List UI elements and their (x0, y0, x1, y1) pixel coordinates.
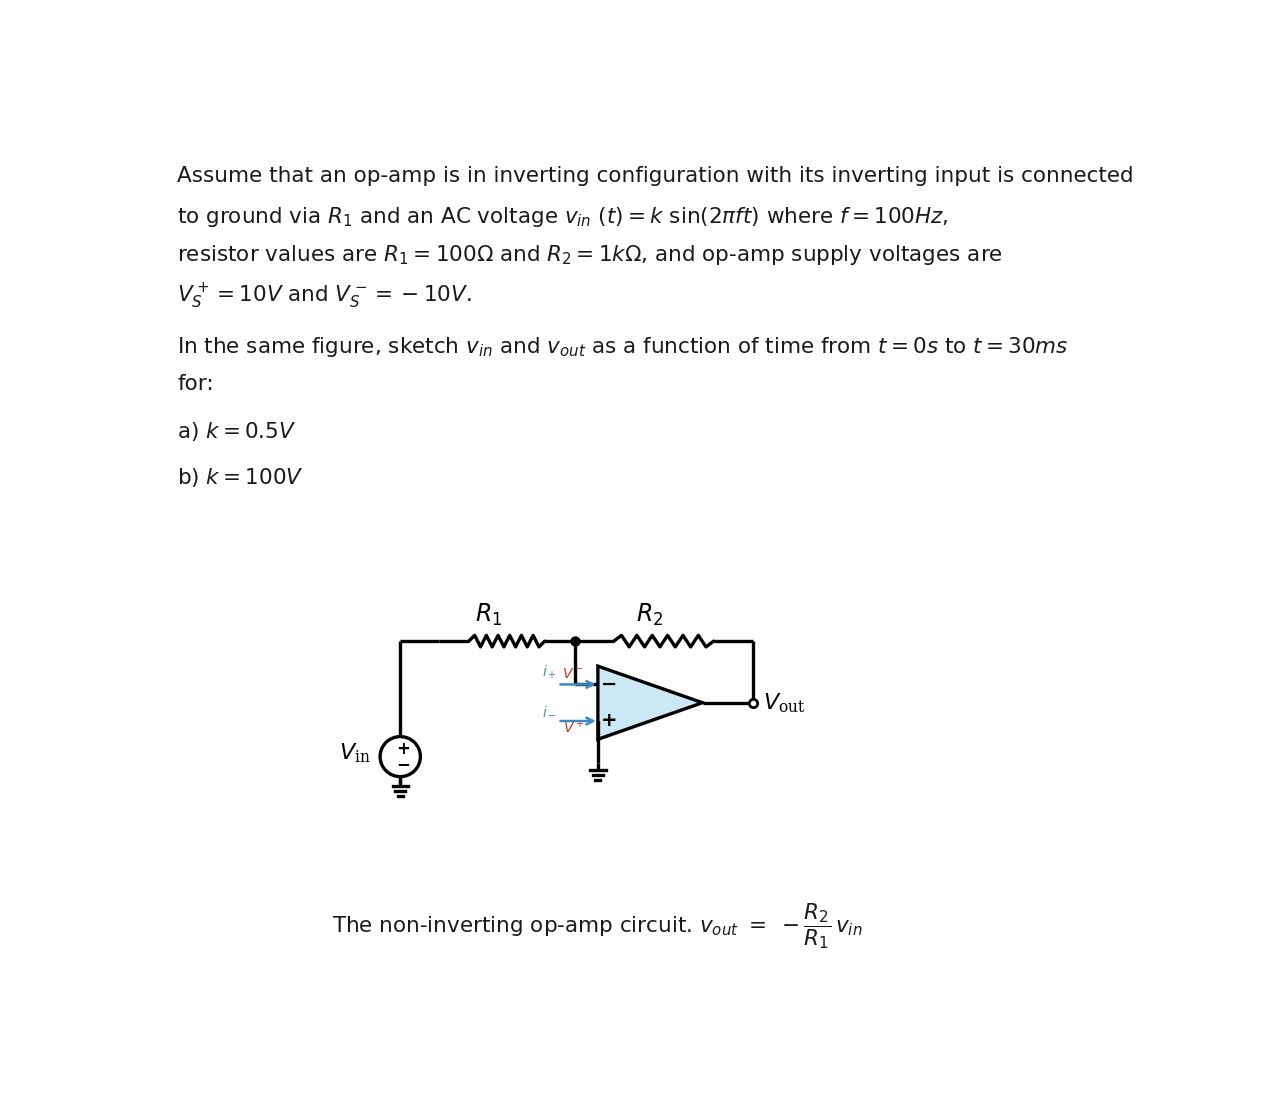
Text: −: − (397, 755, 411, 773)
Text: +: + (600, 712, 617, 731)
Text: $i_-$: $i_-$ (541, 704, 557, 717)
Text: +: + (397, 740, 411, 758)
Text: $R_1$: $R_1$ (475, 602, 502, 628)
Text: resistor values are $R_1 = 100\Omega$ and $R_2 = 1k\Omega$, and op-amp supply vo: resistor values are $R_1 = 100\Omega$ an… (177, 243, 1004, 267)
Text: In the same figure, sketch $v_{in}$ and $v_{out}$ as a function of time from $t : In the same figure, sketch $v_{in}$ and … (177, 335, 1069, 360)
Text: $V_S^+ = 10V$ and $V_S^- = -10V.$: $V_S^+ = 10V$ and $V_S^- = -10V.$ (177, 282, 471, 311)
Text: b) $k = 100V$: b) $k = 100V$ (177, 467, 303, 489)
Text: Assume that an op-amp is in inverting configuration with its inverting input is : Assume that an op-amp is in inverting co… (177, 166, 1134, 186)
Text: $R_2$: $R_2$ (636, 602, 664, 628)
Text: to ground via $R_1$ and an AC voltage $v_{in}$ $(t) = k\ \sin(2\pi ft)$ where $f: to ground via $R_1$ and an AC voltage $v… (177, 205, 948, 228)
Text: $V_{\mathregular{out}}$: $V_{\mathregular{out}}$ (763, 691, 805, 714)
Text: $V^-$: $V^-$ (562, 666, 584, 681)
Text: a) $k = 0.5V$: a) $k = 0.5V$ (177, 420, 297, 443)
Text: $V^+$: $V^+$ (563, 720, 585, 736)
Polygon shape (598, 666, 703, 740)
Text: The non-inverting op-amp circuit. $v_{out}\ =\ -\dfrac{R_2}{R_1}\,v_{in}$: The non-inverting op-amp circuit. $v_{ou… (332, 901, 863, 951)
Text: $i_+$: $i_+$ (541, 663, 557, 681)
Text: −: − (600, 675, 617, 694)
Text: $V_{\mathregular{in}}$: $V_{\mathregular{in}}$ (339, 741, 371, 764)
Text: for:: for: (177, 374, 214, 394)
